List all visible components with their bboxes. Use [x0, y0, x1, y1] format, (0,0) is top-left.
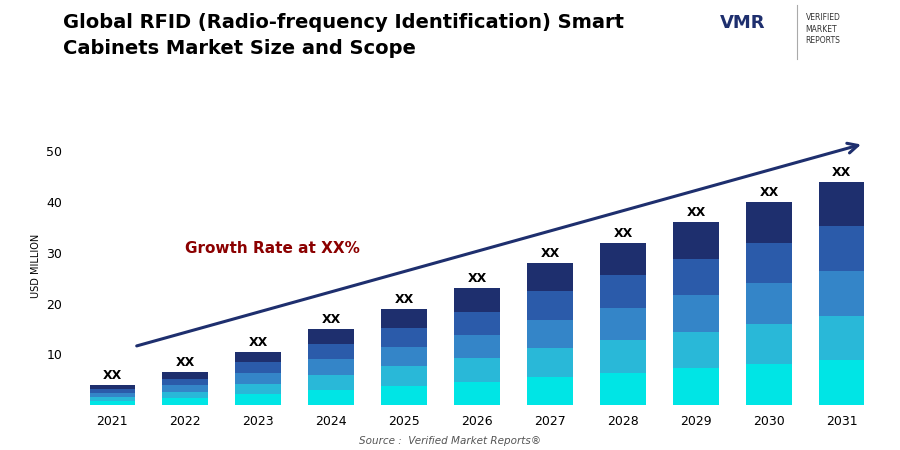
Bar — [454, 382, 500, 405]
Bar — [673, 332, 718, 369]
Text: XX: XX — [394, 292, 414, 306]
Bar — [309, 374, 354, 390]
Bar — [454, 358, 500, 382]
Bar — [163, 385, 208, 392]
Y-axis label: USD MILLION: USD MILLION — [31, 234, 40, 297]
Text: VERIFIED
MARKET
REPORTS: VERIFIED MARKET REPORTS — [806, 14, 841, 45]
Bar — [236, 362, 281, 373]
Bar — [746, 283, 791, 324]
Text: XX: XX — [687, 207, 706, 219]
Bar — [673, 296, 718, 332]
Bar — [819, 182, 865, 226]
Bar — [163, 378, 208, 385]
Text: XX: XX — [540, 247, 560, 260]
Bar — [527, 320, 572, 348]
Bar — [454, 288, 500, 312]
Bar — [673, 222, 718, 259]
Bar — [309, 390, 354, 405]
Bar — [600, 243, 645, 275]
Bar — [819, 271, 865, 316]
Bar — [309, 329, 354, 344]
Bar — [382, 309, 427, 328]
Bar — [600, 275, 645, 308]
Bar — [527, 291, 572, 320]
Bar — [236, 384, 281, 394]
Text: XX: XX — [103, 369, 122, 382]
Bar — [163, 392, 208, 398]
Bar — [600, 308, 645, 340]
Bar — [527, 263, 572, 291]
Bar — [382, 347, 427, 366]
Bar — [527, 377, 572, 405]
Bar — [746, 364, 791, 405]
Bar — [236, 352, 281, 362]
Bar — [527, 348, 572, 377]
Bar — [746, 202, 791, 243]
Text: Source :  Verified Market Reports®: Source : Verified Market Reports® — [359, 436, 541, 446]
Text: XX: XX — [321, 313, 341, 326]
Text: XX: XX — [613, 227, 633, 240]
Bar — [163, 372, 208, 378]
Text: XX: XX — [467, 272, 487, 285]
Bar — [382, 366, 427, 386]
Bar — [89, 393, 135, 397]
Bar — [89, 401, 135, 405]
Bar — [236, 394, 281, 405]
Bar — [600, 373, 645, 405]
Bar — [819, 226, 865, 271]
Bar — [163, 398, 208, 405]
Text: XX: XX — [760, 186, 778, 199]
Bar — [673, 259, 718, 296]
Bar — [454, 335, 500, 358]
Bar — [454, 312, 500, 335]
Bar — [600, 340, 645, 373]
Bar — [309, 360, 354, 374]
Bar — [819, 316, 865, 360]
Bar — [673, 369, 718, 405]
Bar — [309, 344, 354, 360]
Bar — [89, 397, 135, 401]
Text: Growth Rate at XX%: Growth Rate at XX% — [185, 241, 360, 256]
Bar — [89, 389, 135, 393]
Bar — [89, 385, 135, 389]
Text: XX: XX — [832, 166, 851, 179]
Text: Global RFID (Radio-frequency Identification) Smart
Cabinets Market Size and Scop: Global RFID (Radio-frequency Identificat… — [63, 14, 624, 58]
Bar — [746, 324, 791, 365]
Bar — [382, 386, 427, 405]
Bar — [236, 373, 281, 384]
Text: VMR: VMR — [720, 14, 766, 32]
Text: XX: XX — [248, 336, 267, 349]
Bar — [819, 360, 865, 405]
Bar — [746, 243, 791, 283]
Bar — [382, 328, 427, 347]
Text: XX: XX — [176, 356, 194, 369]
